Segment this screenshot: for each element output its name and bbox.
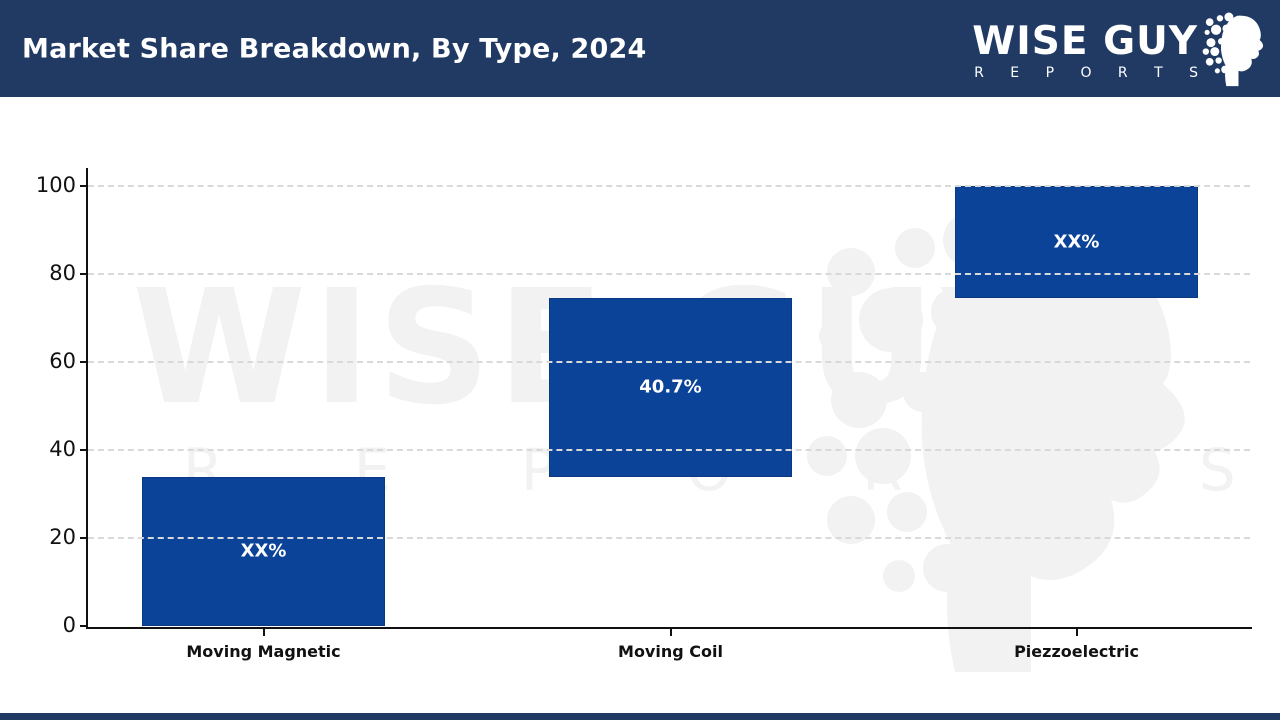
y-tick [80,273,87,275]
y-tick-label: 80 [49,261,76,285]
gridline [88,449,1250,451]
x-tick [262,628,265,636]
header-bar: Market Share Breakdown, By Type, 2024 WI… [0,0,1280,97]
bar-value-label: XX% [240,540,287,562]
footer-bar [0,713,1280,720]
y-tick-label: 20 [49,525,76,549]
bar-chart: 0 20 40 60 80 100 XX% Moving Magnetic 40.7% Movin… [0,97,1280,713]
gridline [88,273,1250,275]
wiseguy-logo-subtext: R E P O R T S [974,65,1209,81]
y-axis-line [86,168,88,629]
x-tick [1075,628,1078,636]
x-axis-line [86,627,1252,629]
gridline [88,185,1250,187]
gridline [88,537,1250,539]
y-tick-label: 40 [49,437,76,461]
x-axis-category-label: Moving Coil [618,642,723,661]
bar-moving-magnetic [142,476,385,626]
x-axis-category-label: Moving Magnetic [186,642,341,661]
y-tick [80,625,87,627]
y-tick-label: 60 [49,349,76,373]
wiseguy-logo-wordmark: WISE GUY [972,19,1198,64]
x-tick [669,628,672,636]
bar-value-label: 40.7% [639,376,702,398]
wiseguy-face-icon [1202,12,1264,87]
y-tick [80,537,87,539]
x-axis-category-label: Piezzoelectric [1014,642,1139,661]
wiseguy-logo-text: WISE GUY R E P O R T S [972,19,1198,82]
y-tick [80,185,87,187]
y-tick [80,361,87,363]
y-tick [80,449,87,451]
y-tick-label: 0 [62,613,76,637]
gridline [88,361,1250,363]
page-title: Market Share Breakdown, By Type, 2024 [22,33,647,64]
y-tick-label: 100 [35,173,76,197]
bar-value-label: XX% [1053,231,1100,253]
wiseguy-logo: WISE GUY R E P O R T S [972,6,1266,92]
bar-moving-coil [549,297,792,477]
